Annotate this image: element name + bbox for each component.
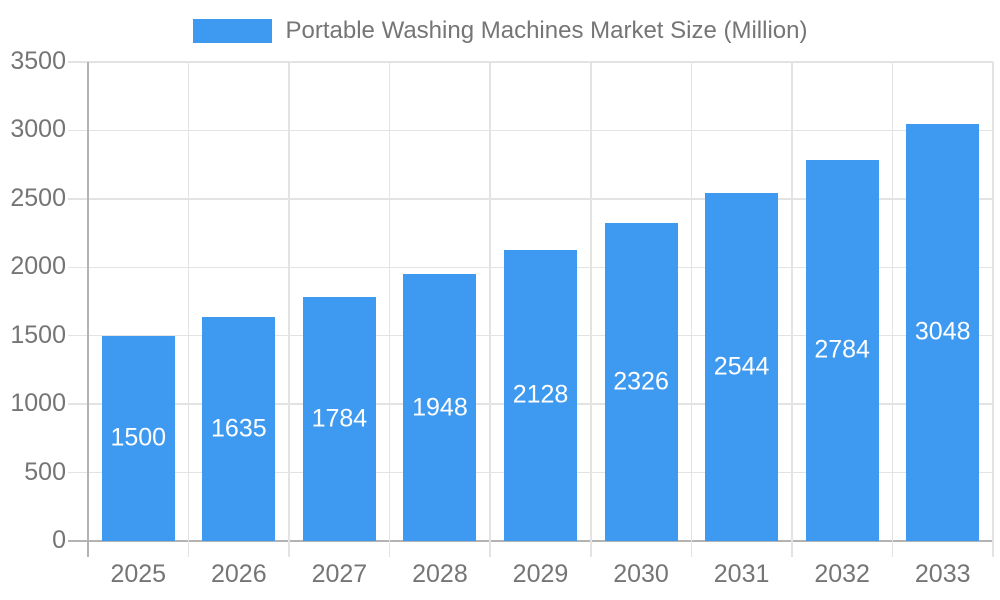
bar [705,192,779,541]
x-gridline [288,62,290,557]
bar [302,296,376,541]
legend[interactable]: Portable Washing Machines Market Size (M… [0,17,1000,44]
bar-value-label: 1784 [311,404,368,433]
y-gridline [68,198,993,200]
x-axis-line [68,540,993,543]
x-axis-tick-label: 2025 [110,560,167,588]
bar [604,222,678,541]
bar [403,274,477,541]
legend-label: Portable Washing Machines Market Size (M… [285,17,808,44]
x-gridline [992,62,994,557]
bar-value-label: 2784 [814,335,870,364]
bar-value-label: 1635 [211,414,267,443]
x-axis-tick-label: 2032 [814,560,870,588]
y-gridline [68,129,993,132]
y-axis-tick-label: 1000 [10,389,66,418]
x-gridline [590,62,592,557]
x-gridline [388,62,391,557]
x-axis-tick-label: 2030 [613,560,669,588]
bar-value-label: 3048 [914,317,971,346]
x-axis-tick-label: 2027 [311,560,368,588]
bar-value-label: 1500 [110,423,167,452]
x-axis-tick-label: 2031 [713,560,770,588]
y-axis-tick-label: 2500 [10,183,66,212]
x-gridline [791,62,793,557]
y-axis-tick-label: 1500 [10,320,66,349]
bar-value-label: 2544 [713,352,770,381]
y-axis-tick-label: 2000 [10,252,66,281]
y-axis-line [87,62,90,557]
bar [101,335,175,541]
bar [805,159,879,541]
y-axis-tick-label: 3000 [10,115,66,144]
x-axis-tick-label: 2029 [512,560,569,588]
x-axis-tick-label: 2028 [412,560,468,588]
bar-value-label: 2326 [613,367,669,396]
bar-value-label: 2128 [512,380,569,409]
x-gridline [891,62,894,557]
bar [504,249,577,541]
y-axis-tick-label: 0 [52,525,66,554]
legend-swatch [192,19,272,44]
x-axis-tick-label: 2033 [914,560,971,588]
bar [202,317,276,541]
x-gridline [489,62,491,557]
x-gridline [187,62,190,557]
bar-value-label: 1948 [412,393,468,422]
bar [906,123,980,541]
x-gridline [690,62,693,557]
x-axis-tick-label: 2026 [211,560,267,588]
y-gridline [68,61,993,63]
y-axis-tick-label: 500 [24,457,66,486]
y-axis-tick-label: 3500 [10,46,66,75]
